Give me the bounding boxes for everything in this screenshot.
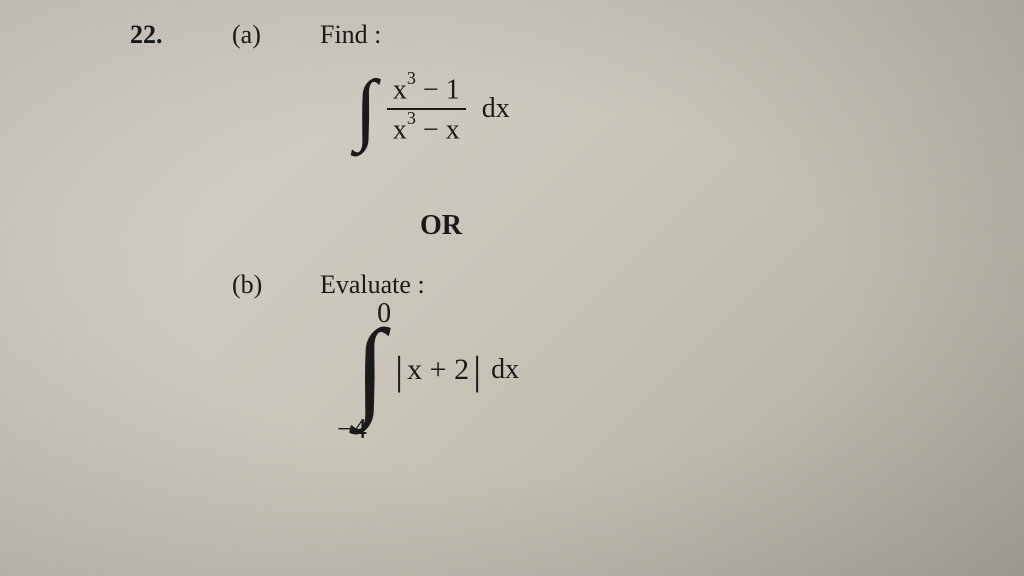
integral-sign-icon: ∫ (355, 81, 377, 137)
part-a-prompt: Find : (320, 20, 381, 50)
num-exponent: 3 (407, 68, 416, 88)
part-a-label: (a) (232, 20, 261, 50)
den-exponent: 3 (407, 108, 416, 128)
differential-dx: dx (482, 93, 510, 125)
abs-bar-left-icon: | (395, 347, 403, 394)
fraction: x3 − 1 x3 − x (387, 70, 466, 149)
den-rest: − x (416, 115, 460, 146)
part-b-prompt: Evaluate : (320, 270, 425, 300)
photo-vignette (0, 0, 1024, 576)
integral-expression-b: 0 ∫ −4 | x + 2 | dx (355, 330, 519, 410)
abs-inner-expression: x + 2 (407, 353, 469, 387)
numerator: x3 − 1 (387, 70, 466, 108)
integral-expression-a: ∫ x3 − 1 x3 − x dx (355, 70, 510, 149)
denominator: x3 − x (387, 110, 466, 148)
differential-dx: dx (491, 354, 519, 386)
abs-bar-right-icon: | (473, 347, 481, 394)
num-rest: − 1 (416, 74, 460, 105)
den-base: x (393, 115, 407, 146)
upper-limit: 0 (377, 298, 391, 330)
integrand: | x + 2 | dx (395, 347, 519, 394)
num-base: x (393, 74, 407, 105)
or-separator: OR (420, 210, 462, 242)
part-b-label: (b) (232, 270, 262, 300)
question-number: 22. (130, 20, 163, 50)
definite-integral-sign: 0 ∫ −4 (355, 330, 385, 410)
exam-page: 22. (a) Find : ∫ x3 − 1 x3 − x dx OR (b)… (0, 0, 1024, 20)
lower-limit: −4 (337, 414, 367, 446)
